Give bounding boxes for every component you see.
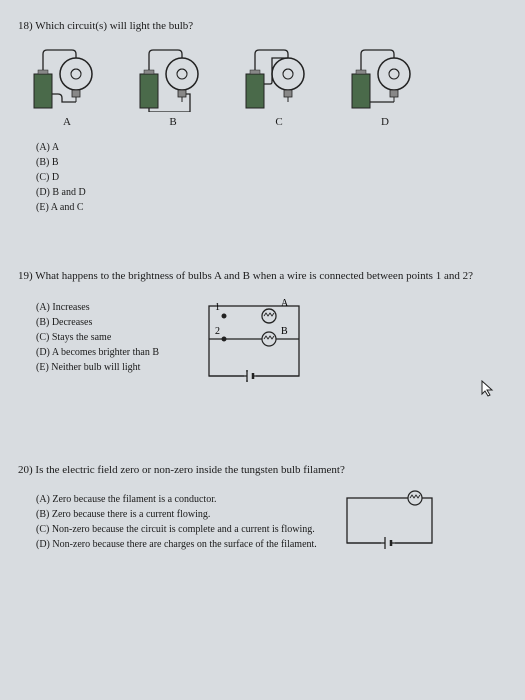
q19-labelA: A bbox=[281, 298, 289, 309]
circuit-b: B bbox=[134, 44, 212, 128]
q19-opt-a: (A) Increases bbox=[36, 300, 159, 315]
q20-opt-d: (D) Non-zero because there are charges o… bbox=[36, 537, 317, 552]
worksheet-page: 18) Which circuit(s) will light the bulb… bbox=[0, 0, 525, 700]
q19-diagram: A 1 B 2 bbox=[189, 294, 319, 394]
q20-opt-a: (A) Zero because the filament is a condu… bbox=[36, 492, 317, 507]
q19-label1: 1 bbox=[215, 302, 220, 313]
q20-diagram bbox=[335, 488, 445, 558]
q20-opt-c: (C) Non-zero because the circuit is comp… bbox=[36, 522, 317, 537]
q19-opt-b: (B) Decreases bbox=[36, 315, 159, 330]
circuit-a-svg bbox=[28, 44, 106, 112]
q18-circuits: A B bbox=[28, 44, 507, 128]
q19-options: (A) Increases (B) Decreases (C) Stays th… bbox=[36, 300, 159, 394]
circuit-c-label: C bbox=[275, 116, 282, 128]
q18-opt-b: (B) B bbox=[36, 155, 507, 170]
q18-opt-a: (A) A bbox=[36, 140, 507, 155]
q19-title: 19) What happens to the brightness of bu… bbox=[18, 270, 507, 282]
q19-opt-c: (C) Stays the same bbox=[36, 330, 159, 345]
q18-opt-e: (E) A and C bbox=[36, 200, 507, 215]
cursor-icon bbox=[481, 380, 495, 398]
circuit-c: C bbox=[240, 44, 318, 128]
circuit-b-svg bbox=[134, 44, 212, 112]
circuit-d: D bbox=[346, 44, 424, 128]
q19-opt-e: (E) Neither bulb will light bbox=[36, 360, 159, 375]
circuit-a: A bbox=[28, 44, 106, 128]
q20-title: 20) Is the electric field zero or non-ze… bbox=[18, 464, 507, 476]
circuit-b-label: B bbox=[169, 116, 176, 128]
q20-options: (A) Zero because the filament is a condu… bbox=[36, 492, 317, 558]
q18-title: 18) Which circuit(s) will light the bulb… bbox=[18, 20, 507, 32]
q18-opt-c: (C) D bbox=[36, 170, 507, 185]
circuit-a-label: A bbox=[63, 116, 71, 128]
q18-opt-d: (D) B and D bbox=[36, 185, 507, 200]
q20-block: 20) Is the electric field zero or non-ze… bbox=[18, 464, 507, 558]
circuit-d-svg bbox=[346, 44, 424, 112]
q20-opt-b: (B) Zero because there is a current flow… bbox=[36, 507, 317, 522]
circuit-d-label: D bbox=[381, 116, 389, 128]
q19-opt-d: (D) A becomes brighter than B bbox=[36, 345, 159, 360]
q19-block: 19) What happens to the brightness of bu… bbox=[18, 270, 507, 394]
q19-labelB: B bbox=[281, 326, 288, 337]
q19-label2: 2 bbox=[215, 326, 220, 337]
q18-options: (A) A (B) B (C) D (D) B and D (E) A and … bbox=[36, 140, 507, 215]
circuit-c-svg bbox=[240, 44, 318, 112]
